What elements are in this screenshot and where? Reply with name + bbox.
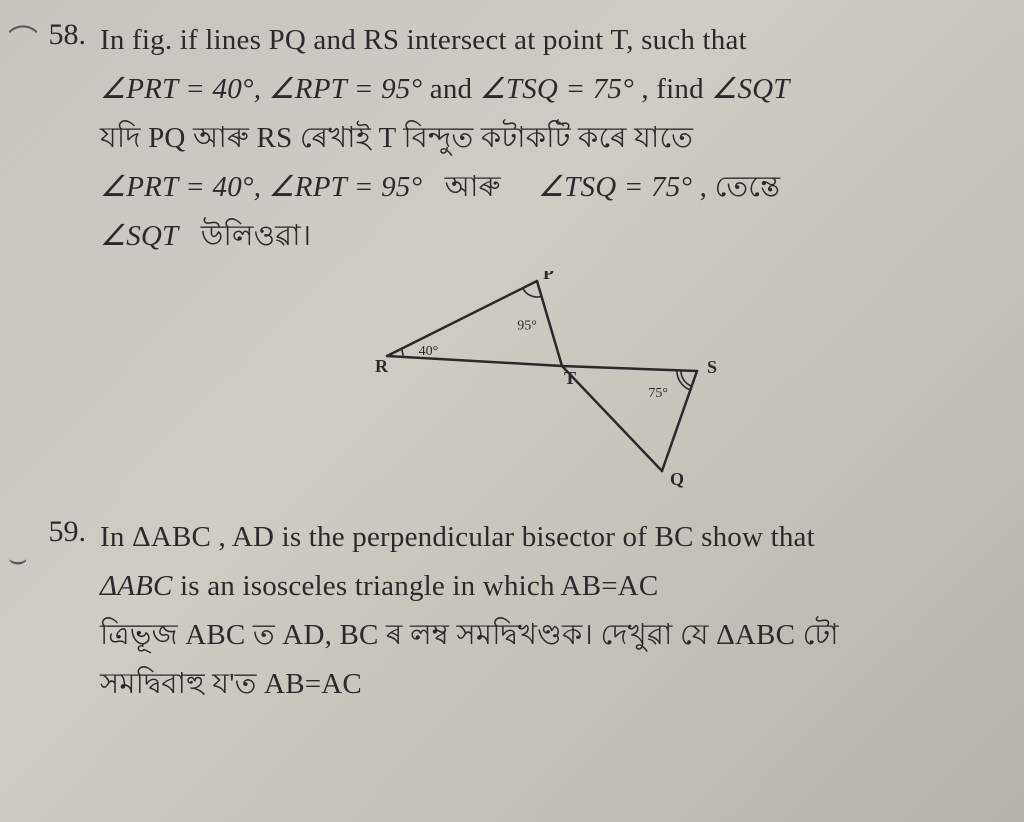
question-number-59: 59. <box>30 515 90 549</box>
svg-text:T: T <box>564 368 576 388</box>
q58-l4a: ∠PRT = 40°, ∠RPT = 95° <box>100 171 422 203</box>
q59-l2a: ΔABC <box>100 570 173 602</box>
q58-l2c: ∠TSQ = 75° <box>480 73 634 105</box>
q58-l2e: ∠SQT <box>711 73 789 105</box>
question-58-row: 58. In fig. if lines PQ and RS intersect… <box>30 18 994 263</box>
q58-svg-diagram: 40° 95° 75° P R T S Q <box>362 271 732 491</box>
q58-figure: 40° 95° 75° P R T S Q <box>100 271 994 491</box>
q58-line5: ∠SQT উলিওৱা। <box>100 214 994 259</box>
svg-text:Q: Q <box>670 469 684 489</box>
q58-line4: ∠PRT = 40°, ∠RPT = 95° আৰু ∠TSQ = 75° , … <box>100 165 994 210</box>
question-number: 58. <box>30 18 90 52</box>
q58-l5a: ∠SQT <box>100 220 178 252</box>
question-59: ⌣ 59. In ΔABC , AD is the perpendicular … <box>30 515 994 711</box>
q59-line1: In ΔABC , AD is the perpendicular bisect… <box>100 515 994 560</box>
margin-mark-59: ⌣ <box>8 543 28 577</box>
q59-line2: ΔABC is an isosceles triangle in which A… <box>100 564 994 609</box>
q58-l4d: , তেন্তে <box>700 171 780 203</box>
question-58: ⌒ 58. In fig. if lines PQ and RS interse… <box>30 18 994 491</box>
margin-mark: ⌒ <box>8 16 38 60</box>
svg-text:40°: 40° <box>419 344 439 359</box>
q58-line3: যদি PQ আৰু RS ৰেখাই T বিন্দুত কটাকটি কৰে… <box>100 116 994 161</box>
q58-l2a: ∠PRT = 40°, ∠RPT = 95° <box>100 73 422 105</box>
q59-line3: ত্ৰিভূজ ABC ত AD, BC ৰ লম্ব সমদ্বিখণ্ডক।… <box>100 613 994 658</box>
svg-text:95°: 95° <box>517 318 537 333</box>
q58-l2d: , find <box>641 73 703 105</box>
q59-line4: সমদ্বিবাহু য'ত AB=AC <box>100 662 994 707</box>
q58-line2: ∠PRT = 40°, ∠RPT = 95° and ∠TSQ = 75° , … <box>100 67 994 112</box>
question-58-body: In fig. if lines PQ and RS intersect at … <box>100 18 994 263</box>
q59-l2b: is an isosceles triangle in which AB=AC <box>180 570 658 602</box>
question-59-row: 59. In ΔABC , AD is the perpendicular bi… <box>30 515 994 711</box>
q58-l4c: ∠TSQ = 75° <box>538 171 692 203</box>
svg-text:S: S <box>707 357 717 377</box>
q58-l2b: and <box>430 73 472 105</box>
q58-l5b: উলিওৱা। <box>201 220 312 252</box>
question-59-body: In ΔABC , AD is the perpendicular bisect… <box>100 515 994 711</box>
q58-line1: In fig. if lines PQ and RS intersect at … <box>100 18 994 63</box>
svg-text:P: P <box>543 271 554 283</box>
svg-text:R: R <box>375 356 389 376</box>
q58-l4b: আৰু <box>445 171 501 203</box>
svg-text:75°: 75° <box>648 386 668 401</box>
